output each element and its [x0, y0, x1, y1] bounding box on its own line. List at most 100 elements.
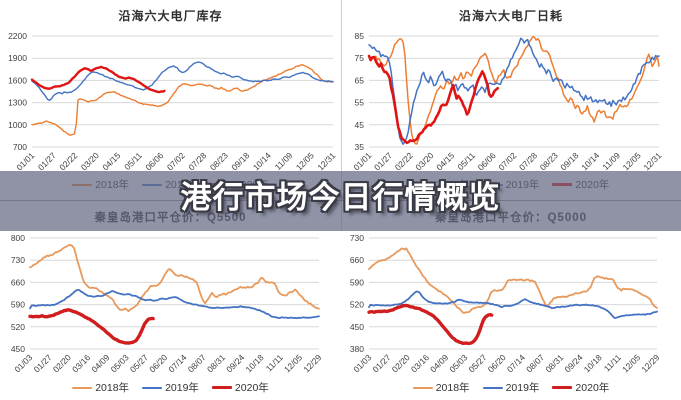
x-tick-label: 08/07 [524, 352, 546, 374]
x-tick-label: 05/03 [109, 352, 131, 374]
legend-item-2020年: 2020年 [211, 380, 269, 395]
series-line-2020年 [30, 65, 166, 94]
x-tick-label: 05/11 [455, 150, 477, 172]
series-line-2018年 [31, 64, 334, 136]
x-tick-label: 09/18 [558, 150, 580, 172]
x-tick-label: 03/20 [79, 150, 101, 172]
chart-plot: 800 730 660 590 520 45001/0301/2702/2003/1604… [11, 233, 324, 374]
x-tick-label: 05/11 [122, 150, 144, 172]
x-tick-label: 06/20 [147, 352, 169, 374]
y-tick-label: 520 [11, 322, 25, 332]
y-tick-label: 660 [350, 255, 364, 265]
series-line-2018年 [29, 244, 320, 313]
legend-line-icon [211, 386, 232, 389]
series-line-2019年 [368, 290, 658, 319]
x-tick-label: 07/28 [186, 150, 208, 172]
x-tick-label: 11/11 [264, 352, 285, 373]
y-tick-label: 1300 [8, 98, 27, 108]
x-tick-label: 01/03 [12, 352, 34, 374]
x-tick-label: 06/06 [143, 150, 165, 172]
legend-line-icon [412, 386, 433, 389]
y-tick-label: 700 [13, 142, 27, 152]
x-tick-label: 12/05 [620, 352, 642, 374]
x-tick-label: 01/27 [32, 352, 54, 374]
chart-plot: 730 660 590 520 450 38001/0301/2702/2003/1604… [350, 233, 662, 374]
series-line-2020年 [367, 54, 500, 145]
x-tick-label: 02/22 [57, 150, 79, 172]
section-split-line [0, 200, 681, 201]
x-tick-label: 01/03 [351, 352, 373, 374]
x-tick-label: 01/01 [14, 150, 36, 172]
legend-label: 2018年 [435, 382, 470, 394]
y-tick-label: 450 [350, 322, 364, 332]
x-tick-label: 05/27 [466, 352, 488, 374]
x-tick-label: 05/27 [128, 352, 150, 374]
series-line-2019年 [368, 37, 660, 145]
chart-title: 沿海六大电厂日耗 [458, 9, 563, 23]
legend-line-icon [552, 386, 573, 389]
x-tick-label: 01/27 [372, 150, 394, 172]
legend-line-icon [72, 386, 93, 389]
series-line-2020年 [28, 308, 155, 345]
banner-title: 港行市场今日行情概览 [180, 180, 501, 215]
x-tick-label: 03/16 [70, 352, 92, 374]
y-tick-label: 1600 [8, 75, 27, 85]
legend-item-2018年: 2018年 [412, 380, 470, 395]
x-tick-label: 09/24 [562, 352, 584, 374]
y-tick-label: 450 [11, 344, 25, 354]
x-tick-label: 08/07 [186, 352, 208, 374]
series-line-2018年 [368, 247, 658, 314]
x-tick-label: 01/27 [370, 352, 392, 374]
legend-item-2020年: 2020年 [552, 380, 609, 395]
legend-label: 2019年 [165, 382, 199, 394]
x-tick-label: 02/20 [51, 352, 73, 374]
legend-item-2019年: 2019年 [482, 380, 539, 395]
legend-label: 2020年 [234, 382, 269, 394]
chart-legend: 2018年 2019年 2020年 [341, 380, 681, 395]
x-tick-label: 12/29 [639, 352, 661, 374]
legend-label: 2018年 [95, 382, 130, 394]
series-line-2020年 [367, 303, 494, 346]
legend-item-2018年: 2018年 [72, 380, 129, 395]
vertical-divider [341, 0, 342, 231]
x-tick-label: 10/14 [579, 150, 601, 172]
legend-line-icon [142, 386, 163, 389]
x-tick-label: 05/03 [447, 352, 469, 374]
x-tick-label: 07/14 [166, 352, 188, 374]
y-tick-label: 590 [11, 300, 25, 310]
x-tick-label: 08/31 [543, 352, 565, 374]
x-tick-label: 04/09 [428, 352, 450, 374]
x-tick-label: 12/31 [315, 150, 337, 172]
y-tick-label: 85 [355, 31, 365, 41]
y-tick-label: 800 [11, 233, 25, 243]
x-tick-label: 11/09 [600, 150, 622, 172]
y-tick-label: 730 [11, 255, 25, 265]
x-tick-label: 10/18 [243, 352, 265, 374]
chart-title: 沿海六大电厂库存 [118, 9, 223, 23]
x-tick-label: 01/01 [351, 150, 373, 172]
y-tick-label: 45 [355, 120, 365, 130]
x-tick-label: 11/09 [273, 150, 295, 172]
x-tick-label: 07/28 [517, 150, 539, 172]
x-tick-label: 02/20 [390, 352, 412, 374]
x-tick-label: 08/23 [208, 150, 230, 172]
x-tick-label: 12/31 [641, 150, 663, 172]
x-tick-label: 04/15 [100, 150, 122, 172]
x-tick-label: 12/29 [301, 352, 323, 374]
x-tick-label: 04/09 [89, 352, 111, 374]
x-tick-label: 06/06 [476, 150, 498, 172]
x-tick-label: 06/20 [486, 352, 508, 374]
x-tick-label: 09/18 [229, 150, 251, 172]
y-tick-label: 730 [350, 233, 364, 243]
x-tick-label: 07/14 [505, 352, 527, 374]
series-line-2018年 [368, 35, 660, 145]
y-tick-label: 75 [355, 53, 365, 63]
overlay-banner [0, 171, 681, 231]
x-tick-label: 03/20 [413, 150, 435, 172]
chart-legend: 2018年 2019年 2020年 [0, 380, 341, 395]
x-tick-label: 12/05 [282, 352, 304, 374]
x-tick-label: 11/11 [602, 352, 623, 373]
